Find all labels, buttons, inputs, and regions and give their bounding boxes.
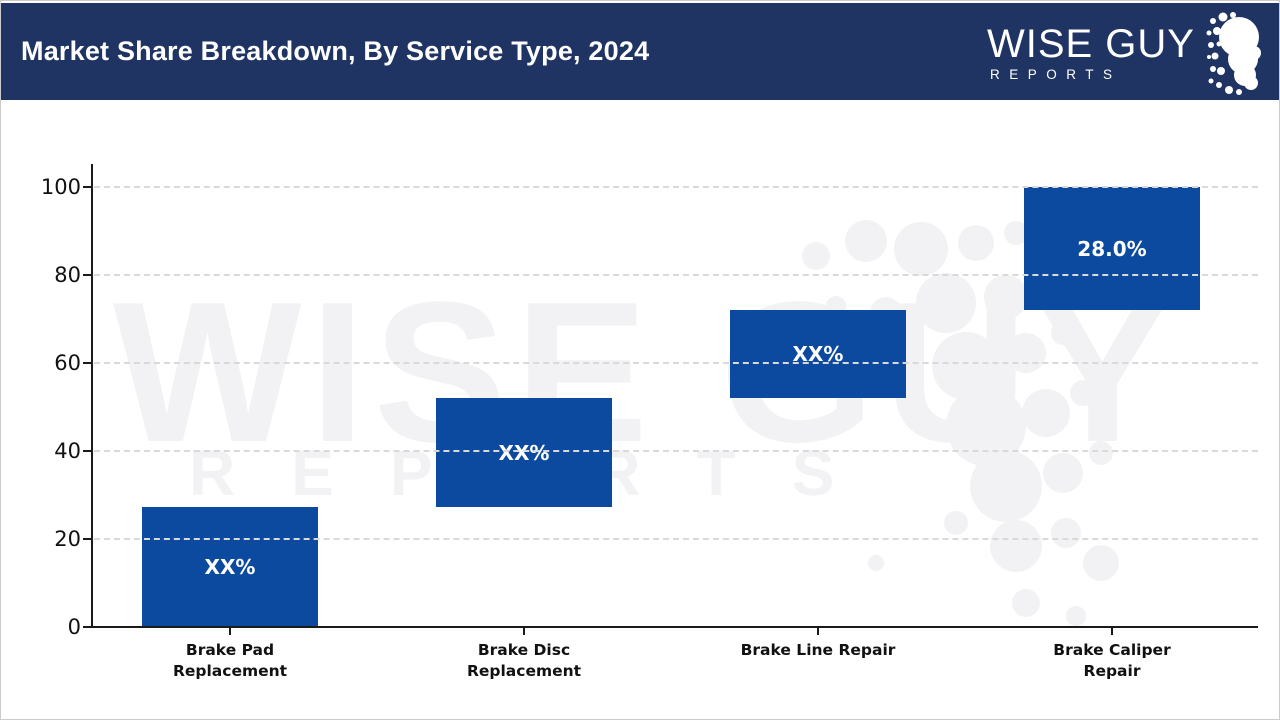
y-tick-0 xyxy=(83,626,91,628)
gridline-20 xyxy=(94,538,1258,540)
logo-wordmark: WISE GUY xyxy=(986,22,1195,66)
category-label-brake-line-repair: Brake Line Repair xyxy=(740,641,896,659)
y-tick-20 xyxy=(83,538,91,540)
bar-brake-disc-replacement: XX% xyxy=(436,398,612,507)
bar-brake-caliper-repair: 28.0% xyxy=(1024,187,1200,311)
x-axis-line xyxy=(89,626,1258,628)
y-tick-label-20: 20 xyxy=(54,527,81,551)
x-tick-brake-pad-replacement xyxy=(229,628,231,635)
x-tick-brake-disc-replacement xyxy=(523,628,525,635)
logo-face-icon xyxy=(1206,12,1261,95)
category-label-brake-caliper-repair: Brake Caliper Repair xyxy=(1053,641,1171,680)
y-tick-label-100: 100 xyxy=(40,175,81,199)
bar-brake-line-repair: XX% xyxy=(730,310,906,399)
category-label-brake-disc-replacement: Brake Disc Replacement xyxy=(466,641,582,680)
gridline-60 xyxy=(94,362,1258,364)
bar-value-label: XX% xyxy=(204,554,256,579)
y-tick-60 xyxy=(83,362,91,364)
logo-subtitle: REPORTS xyxy=(989,67,1122,82)
bar-value-label: 28.0% xyxy=(1077,236,1147,261)
bar-value-label: XX% xyxy=(498,440,550,465)
x-tick-brake-line-repair xyxy=(817,628,819,635)
header: Market Share Breakdown, By Service Type,… xyxy=(1,3,1279,100)
y-tick-40 xyxy=(83,450,91,452)
y-tick-label-0: 0 xyxy=(67,615,81,639)
logo-text: WISE GUY REPORTS xyxy=(987,24,1195,82)
bar-brake-pad-replacement: XX% xyxy=(142,506,318,627)
gridline-80 xyxy=(94,274,1258,276)
y-tick-80 xyxy=(83,274,91,276)
y-tick-label-80: 80 xyxy=(54,263,81,287)
y-tick-label-60: 60 xyxy=(54,351,81,375)
y-tick-label-40: 40 xyxy=(54,439,81,463)
gridline-100 xyxy=(94,186,1258,188)
gridline-40 xyxy=(94,450,1258,452)
y-axis-line xyxy=(91,164,93,628)
wiseguy-logo: WISE GUY REPORTS xyxy=(987,11,1265,95)
category-label-brake-pad-replacement: Brake Pad Replacement xyxy=(172,641,288,680)
page-title: Market Share Breakdown, By Service Type,… xyxy=(21,36,650,66)
y-tick-100 xyxy=(83,186,91,188)
x-tick-brake-caliper-repair xyxy=(1111,628,1113,635)
